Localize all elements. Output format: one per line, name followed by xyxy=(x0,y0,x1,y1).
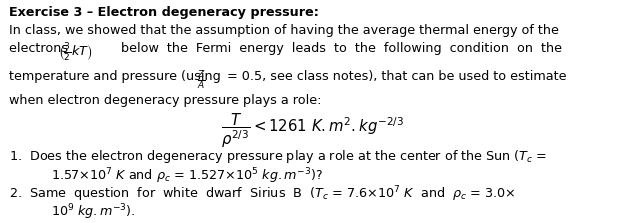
Text: 1.57×10$^7$ $K$ and $\rho_c$ = 1.527×10$^5$ $kg.m^{-3}$)?: 1.57×10$^7$ $K$ and $\rho_c$ = 1.527×10$… xyxy=(51,166,323,186)
Text: Exercise 3 – Electron degeneracy pressure:: Exercise 3 – Electron degeneracy pressur… xyxy=(9,6,319,19)
Text: electrons: electrons xyxy=(9,42,72,55)
Text: = 0.5, see class notes), that can be used to estimate: = 0.5, see class notes), that can be use… xyxy=(223,70,566,83)
Text: 2.  Same  question  for  white  dwarf  Sirius  B  ($T_c$ = 7.6×10$^7$ $K$  and  : 2. Same question for white dwarf Sirius … xyxy=(9,184,515,204)
Text: below  the  Fermi  energy  leads  to  the  following  condition  on  the: below the Fermi energy leads to the foll… xyxy=(117,42,562,55)
Text: In class, we showed that the assumption of having the average thermal energy of : In class, we showed that the assumption … xyxy=(9,24,558,37)
Text: $\left(\frac{3}{2}kT\right)$: $\left(\frac{3}{2}kT\right)$ xyxy=(58,41,92,63)
Text: $\frac{Z}{A}$: $\frac{Z}{A}$ xyxy=(197,69,205,91)
Text: 10$^9$ $kg.m^{-3}$).: 10$^9$ $kg.m^{-3}$). xyxy=(51,202,136,222)
Text: when electron degeneracy pressure plays a role:: when electron degeneracy pressure plays … xyxy=(9,94,321,107)
Text: $\dfrac{T}{\rho^{2/3}} < 1261\ K.m^2.kg^{-2/3}$: $\dfrac{T}{\rho^{2/3}} < 1261\ K.m^2.kg^… xyxy=(220,112,404,150)
Text: temperature and pressure (using: temperature and pressure (using xyxy=(9,70,225,83)
Text: 1.  Does the electron degeneracy pressure play a role at the center of the Sun (: 1. Does the electron degeneracy pressure… xyxy=(9,148,547,165)
